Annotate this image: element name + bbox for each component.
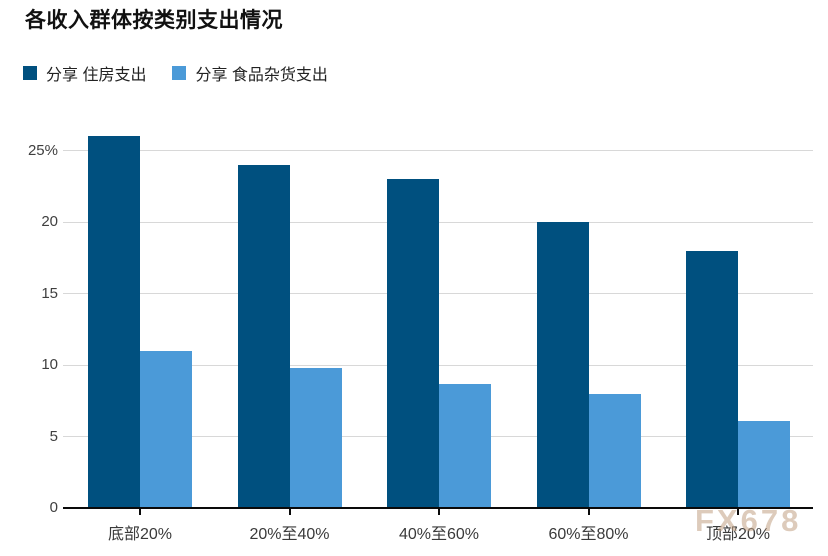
watermark: FX678 <box>695 503 802 538</box>
y-axis-tick-label: 15 <box>41 284 58 302</box>
x-axis-label: 顶部20% <box>705 526 771 543</box>
chart-title: 各收入群体按类别支出情况 <box>25 9 283 32</box>
x-axis-label: 20%至40% <box>249 526 330 543</box>
legend-swatch-groceries <box>172 66 187 80</box>
x-axis-tick <box>288 508 291 515</box>
legend-label-housing: 分享 住房支出 <box>46 67 147 84</box>
y-axis-tick-label: 10 <box>41 356 58 373</box>
x-axis-tick <box>438 508 440 515</box>
x-axis-label: 60%至80% <box>548 526 629 543</box>
bar-series1-3 <box>588 393 641 508</box>
gridline-25 <box>63 150 813 151</box>
y-axis-tick-label: 0 <box>49 499 58 516</box>
x-axis-line <box>63 507 813 509</box>
bar-series1-2 <box>439 383 491 508</box>
bar-series0-0 <box>88 136 140 508</box>
bar-series0-2 <box>387 179 439 508</box>
y-axis-tick-label: 20 <box>41 213 58 230</box>
legend-item-groceries: 分享 食品杂货支出 <box>172 61 328 85</box>
x-axis-tick <box>587 508 590 515</box>
legend-swatch-housing <box>23 66 37 80</box>
x-axis-label: 底部20% <box>107 526 173 543</box>
bar-series0-1 <box>237 164 290 508</box>
y-axis-tick-label: 25% <box>27 141 58 159</box>
y-axis-tick-label: 5 <box>49 427 58 445</box>
bar-series1-4 <box>738 420 790 508</box>
x-axis-label: 40%至60% <box>398 526 480 543</box>
bar-series1-0 <box>140 350 192 508</box>
bar-series0-3 <box>536 222 589 508</box>
legend: 分享 住房支出 分享 食品杂货支出 <box>23 61 328 85</box>
bar-series0-4 <box>686 250 738 508</box>
x-axis-tick <box>139 508 141 515</box>
legend-label-groceries: 分享 食品杂货支出 <box>195 67 328 84</box>
x-axis-tick <box>737 508 739 515</box>
legend-item-housing: 分享 住房支出 <box>23 61 146 85</box>
bar-series1-1 <box>289 367 342 508</box>
